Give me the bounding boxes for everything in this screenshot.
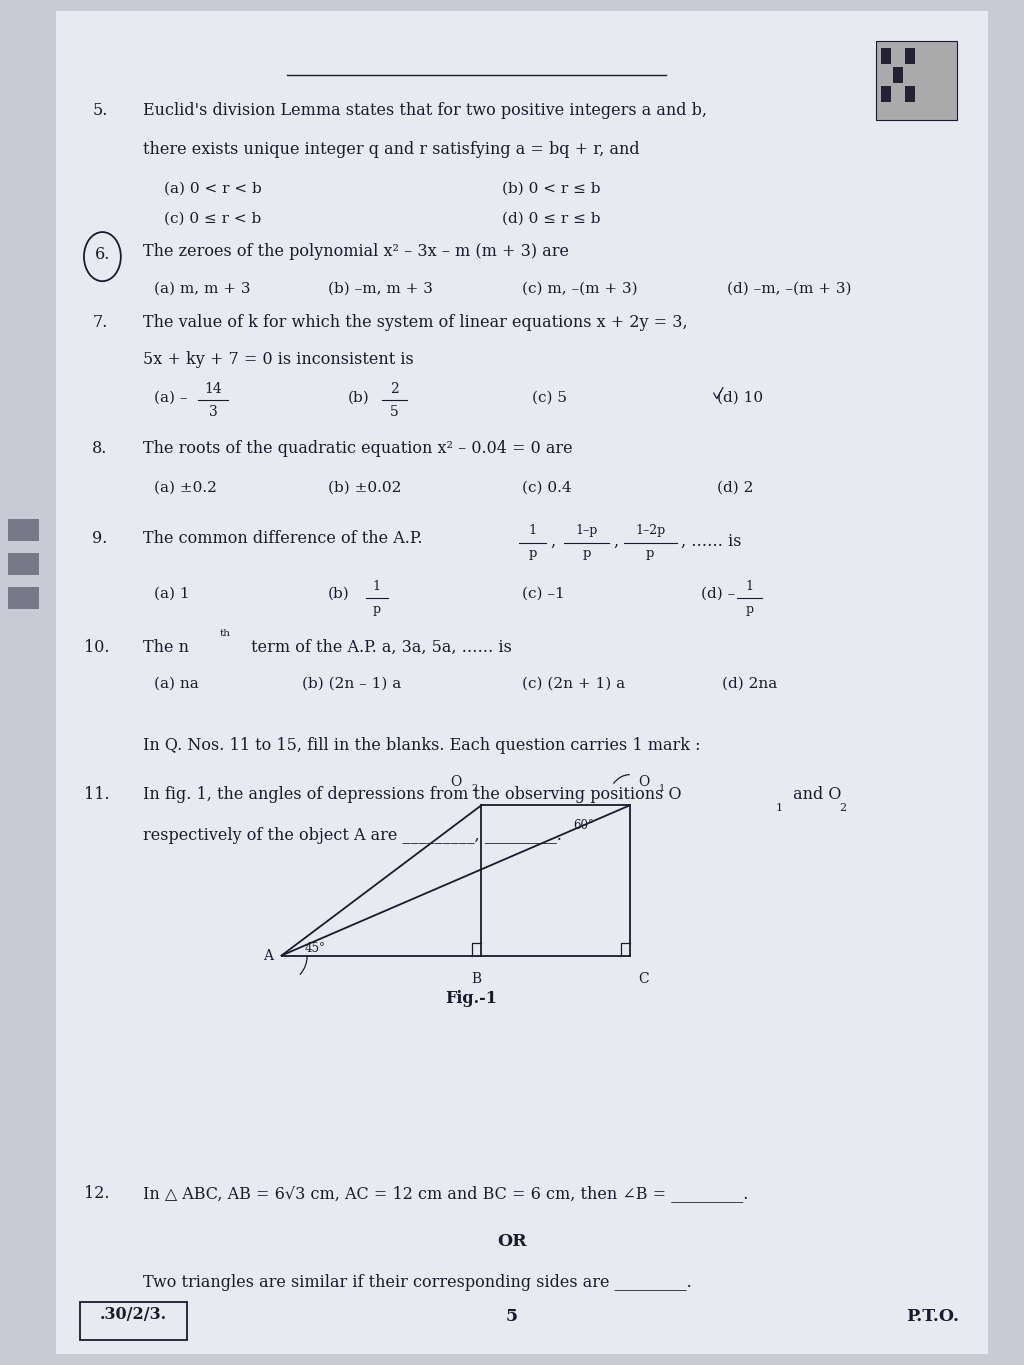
Text: O: O — [638, 775, 649, 789]
Text: 5.: 5. — [92, 102, 108, 119]
Text: 14: 14 — [204, 382, 222, 396]
Text: 5: 5 — [390, 405, 398, 419]
Text: there exists unique integer q and r satisfying a = bq + r, and: there exists unique integer q and r sati… — [143, 141, 640, 157]
Text: 1: 1 — [745, 580, 754, 594]
Text: 2: 2 — [840, 803, 847, 812]
Text: Euclid's division Lemma states that for two positive integers a and b,: Euclid's division Lemma states that for … — [143, 102, 708, 119]
Text: 8.: 8. — [92, 440, 108, 456]
Text: 1–2p: 1–2p — [635, 524, 666, 538]
Text: The value of k for which the system of linear equations x + 2y = 3,: The value of k for which the system of l… — [143, 314, 688, 330]
Text: p: p — [646, 547, 654, 561]
Text: (c) 0 ≤ r < b: (c) 0 ≤ r < b — [164, 212, 261, 225]
Text: (a) 0 < r < b: (a) 0 < r < b — [164, 182, 261, 195]
Text: 1: 1 — [373, 580, 381, 594]
Text: (d) –: (d) – — [701, 587, 735, 601]
Text: The n: The n — [143, 639, 189, 655]
Text: (b) –m, m + 3: (b) –m, m + 3 — [328, 281, 432, 295]
Text: 7.: 7. — [92, 314, 108, 330]
Text: 5x + ky + 7 = 0 is inconsistent is: 5x + ky + 7 = 0 is inconsistent is — [143, 351, 414, 367]
Text: In fig. 1, the angles of depressions from the observing positions O: In fig. 1, the angles of depressions fro… — [143, 786, 682, 803]
Text: (b) ±0.02: (b) ±0.02 — [328, 480, 401, 494]
Text: (b) 0 < r ≤ b: (b) 0 < r ≤ b — [502, 182, 600, 195]
Bar — [905, 86, 915, 102]
Text: 1: 1 — [528, 524, 537, 538]
Bar — [881, 86, 891, 102]
Text: p: p — [528, 547, 537, 561]
Text: th: th — [220, 629, 231, 639]
Text: and O: and O — [788, 786, 842, 803]
Text: 1: 1 — [775, 803, 782, 812]
Text: B: B — [471, 972, 481, 986]
Text: (d) 10: (d) 10 — [717, 390, 763, 404]
Text: In △ ABC, AB = 6√3 cm, AC = 12 cm and BC = 6 cm, then ∠B = _________.: In △ ABC, AB = 6√3 cm, AC = 12 cm and BC… — [143, 1185, 749, 1201]
Text: Fig.-1: Fig.-1 — [445, 990, 497, 1006]
Text: 10.: 10. — [84, 639, 110, 655]
Text: P.T.O.: P.T.O. — [906, 1308, 959, 1324]
Bar — [905, 48, 915, 64]
Text: OR: OR — [498, 1233, 526, 1249]
Text: (a) 1: (a) 1 — [154, 587, 189, 601]
Polygon shape — [56, 11, 988, 1354]
Bar — [8, 553, 39, 575]
Text: 45°: 45° — [304, 942, 325, 955]
Text: (a) ±0.2: (a) ±0.2 — [154, 480, 216, 494]
Text: (a) m, m + 3: (a) m, m + 3 — [154, 281, 250, 295]
Text: p: p — [745, 603, 754, 617]
Text: 3: 3 — [209, 405, 217, 419]
Text: (d) –m, –(m + 3): (d) –m, –(m + 3) — [727, 281, 852, 295]
Bar — [8, 587, 39, 609]
Text: (d) 0 ≤ r ≤ b: (d) 0 ≤ r ≤ b — [502, 212, 600, 225]
Text: (d) 2: (d) 2 — [717, 480, 754, 494]
Text: 9.: 9. — [92, 530, 108, 546]
Text: 6.: 6. — [94, 246, 111, 262]
Text: 12.: 12. — [84, 1185, 110, 1201]
Text: The roots of the quadratic equation x² – 0.04 = 0 are: The roots of the quadratic equation x² –… — [143, 440, 573, 456]
Text: (b): (b) — [328, 587, 349, 601]
Text: (c) 0.4: (c) 0.4 — [522, 480, 571, 494]
Text: 60°: 60° — [573, 819, 594, 833]
Text: .30/2/3.: .30/2/3. — [100, 1306, 167, 1323]
Text: respectively of the object A are _________, _________.: respectively of the object A are _______… — [143, 827, 562, 844]
Text: (b): (b) — [348, 390, 370, 404]
Text: The common difference of the A.P.: The common difference of the A.P. — [143, 530, 428, 546]
Text: 5: 5 — [506, 1308, 518, 1324]
Text: O: O — [451, 775, 462, 789]
Text: 1: 1 — [658, 784, 665, 793]
Text: (a) –: (a) – — [154, 390, 187, 404]
Text: term of the A.P. a, 3a, 5a, …… is: term of the A.P. a, 3a, 5a, …… is — [246, 639, 512, 655]
Text: ,: , — [613, 532, 618, 549]
Text: 2: 2 — [471, 784, 477, 793]
Text: ,: , — [551, 532, 556, 549]
Text: (c) 5: (c) 5 — [532, 390, 567, 404]
Text: p: p — [583, 547, 591, 561]
Text: (c) m, –(m + 3): (c) m, –(m + 3) — [522, 281, 638, 295]
Text: (c) –1: (c) –1 — [522, 587, 565, 601]
Text: (a) na: (a) na — [154, 677, 199, 691]
Text: (b) (2n – 1) a: (b) (2n – 1) a — [302, 677, 401, 691]
Text: Two triangles are similar if their corresponding sides are _________.: Two triangles are similar if their corre… — [143, 1274, 692, 1290]
Text: (d) 2na: (d) 2na — [722, 677, 777, 691]
Bar — [80, 1302, 187, 1340]
Text: 2: 2 — [390, 382, 398, 396]
Text: A: A — [263, 949, 273, 962]
Text: (c) (2n + 1) a: (c) (2n + 1) a — [522, 677, 626, 691]
Bar — [876, 41, 957, 120]
Bar — [881, 48, 891, 64]
Text: C: C — [638, 972, 648, 986]
Text: p: p — [373, 603, 381, 617]
Bar — [893, 67, 903, 83]
Text: , …… is: , …… is — [681, 532, 741, 549]
Bar — [8, 519, 39, 541]
Text: 11.: 11. — [84, 786, 110, 803]
Text: 1–p: 1–p — [575, 524, 598, 538]
Text: In Q. Nos. 11 to 15, fill in the blanks. Each question carries 1 mark :: In Q. Nos. 11 to 15, fill in the blanks.… — [143, 737, 700, 753]
Text: The zeroes of the polynomial x² – 3x – m (m + 3) are: The zeroes of the polynomial x² – 3x – m… — [143, 243, 569, 259]
